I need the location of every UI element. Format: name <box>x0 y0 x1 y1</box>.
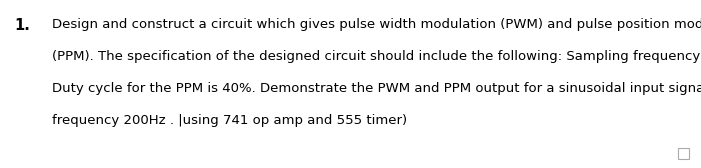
Text: Duty cycle for the PPM is 40%. Demonstrate the PWM and PPM output for a sinusoid: Duty cycle for the PPM is 40%. Demonstra… <box>52 82 701 95</box>
Text: frequency 200Hz . |using 741 op amp and 555 timer): frequency 200Hz . |using 741 op amp and … <box>52 114 407 127</box>
Text: (PPM). The specification of the designed circuit should include the following: S: (PPM). The specification of the designed… <box>52 50 701 63</box>
Bar <box>678 148 689 159</box>
Text: 1.: 1. <box>14 18 30 33</box>
Text: Design and construct a circuit which gives pulse width modulation (PWM) and puls: Design and construct a circuit which giv… <box>52 18 701 31</box>
